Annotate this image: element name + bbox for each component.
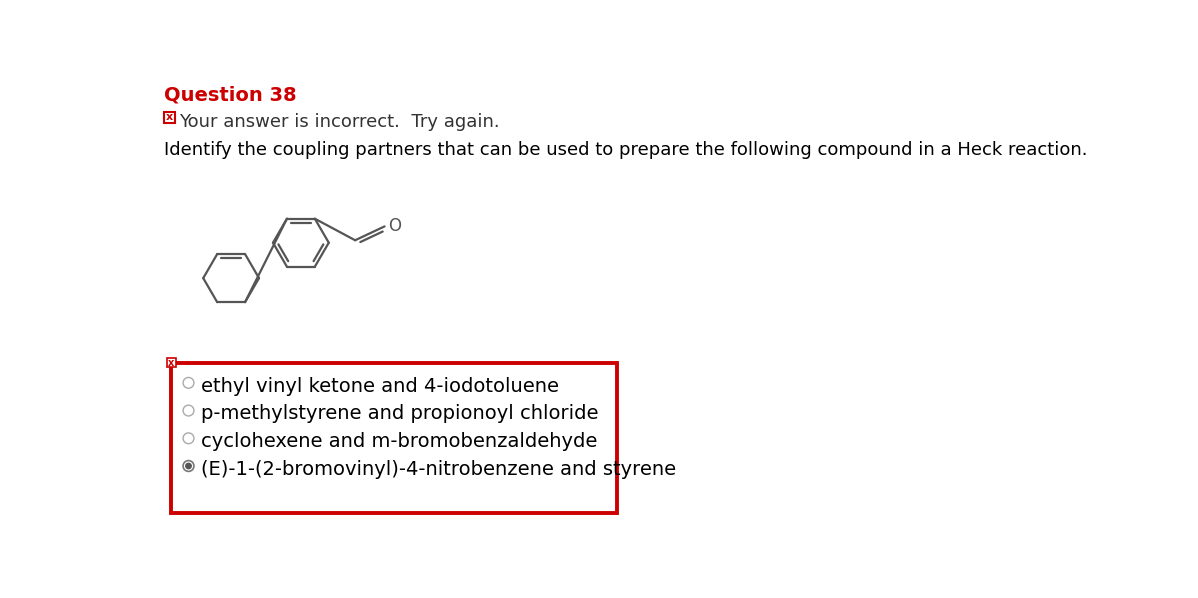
Text: Your answer is incorrect.  Try again.: Your answer is incorrect. Try again. — [180, 112, 500, 130]
Text: p-methylstyrene and propionoyl chloride: p-methylstyrene and propionoyl chloride — [201, 404, 598, 423]
Circle shape — [186, 463, 192, 469]
FancyBboxPatch shape — [167, 358, 176, 367]
FancyBboxPatch shape — [164, 112, 175, 123]
Text: x: x — [165, 112, 173, 122]
Text: cyclohexene and m-bromobenzaldehyde: cyclohexene and m-bromobenzaldehyde — [201, 432, 598, 451]
FancyBboxPatch shape — [171, 363, 617, 513]
Text: Identify the coupling partners that can be used to prepare the following compoun: Identify the coupling partners that can … — [164, 141, 1088, 159]
Text: O: O — [388, 218, 400, 236]
Text: ethyl vinyl ketone and 4-iodotoluene: ethyl vinyl ketone and 4-iodotoluene — [201, 377, 559, 396]
Text: x: x — [169, 358, 175, 368]
Text: (E)-1-(2-bromovinyl)-4-nitrobenzene and styrene: (E)-1-(2-bromovinyl)-4-nitrobenzene and … — [201, 460, 676, 479]
Text: Question 38: Question 38 — [164, 86, 296, 105]
